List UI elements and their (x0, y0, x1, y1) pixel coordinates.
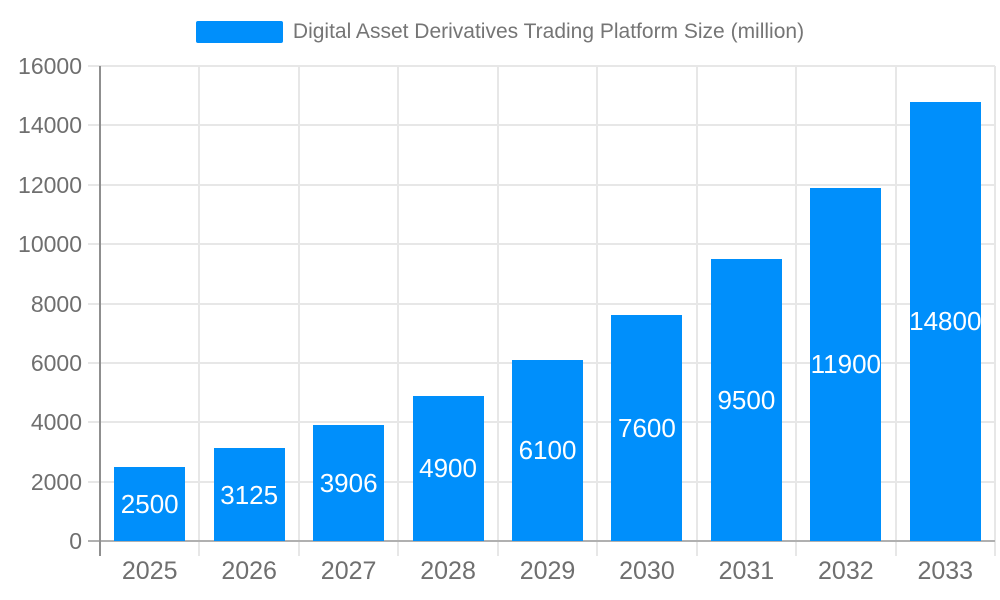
v-gridline (795, 66, 798, 556)
bar-value-label: 6100 (518, 435, 577, 466)
bar[interactable] (114, 466, 186, 541)
y-tick-label: 10000 (18, 231, 82, 258)
y-tick-label: 6000 (30, 349, 82, 376)
bar[interactable] (909, 101, 981, 541)
bar[interactable] (710, 258, 782, 541)
y-tick-label: 0 (69, 528, 82, 554)
x-tick-label: 2027 (320, 557, 377, 585)
legend-swatch (195, 21, 283, 43)
bar-value-label: 3906 (319, 468, 378, 499)
v-gridline (297, 66, 300, 556)
y-axis-line (99, 66, 101, 556)
v-gridline (994, 66, 996, 556)
y-tick-label: 12000 (18, 171, 82, 198)
legend-label: Digital Asset Derivatives Trading Platfo… (292, 20, 805, 43)
h-gridline (88, 183, 995, 186)
bar[interactable] (810, 187, 882, 541)
bar[interactable] (313, 425, 385, 541)
x-tick-label: 2029 (519, 557, 576, 585)
bar-value-label: 3125 (220, 479, 279, 510)
v-gridline (695, 66, 698, 556)
v-gridline (397, 66, 400, 556)
h-gridline (88, 302, 995, 305)
h-gridline (88, 124, 995, 127)
h-gridline (88, 243, 995, 246)
bar[interactable] (213, 448, 285, 541)
x-axis-line (88, 540, 995, 542)
x-tick-label: 2031 (718, 557, 775, 585)
y-tick-label: 8000 (30, 290, 82, 317)
x-tick-label: 2028 (420, 557, 476, 585)
x-tick-label: 2030 (619, 557, 675, 585)
bar[interactable] (611, 315, 683, 541)
v-gridline (198, 66, 201, 556)
y-tick-label: 2000 (30, 468, 82, 495)
h-gridline (88, 65, 995, 67)
bar-value-label: 9500 (717, 384, 776, 415)
bar[interactable] (512, 359, 583, 541)
x-tick-label: 2033 (917, 557, 974, 585)
bar-value-label: 2500 (120, 488, 179, 519)
y-tick-label: 16000 (18, 53, 82, 79)
bar-value-label: 4900 (419, 453, 477, 484)
bar-value-label: 11900 (810, 349, 882, 380)
chart-legend[interactable]: Digital Asset Derivatives Trading Platfo… (0, 17, 1000, 47)
y-tick-label: 14000 (18, 112, 82, 139)
v-gridline (596, 66, 599, 556)
v-gridline (894, 66, 897, 556)
v-gridline (496, 66, 499, 556)
x-tick-label: 2026 (221, 557, 277, 585)
x-tick-label: 2032 (818, 557, 874, 585)
bar-value-label: 14800 (909, 306, 982, 337)
bar[interactable] (412, 395, 484, 541)
bar-value-label: 7600 (618, 413, 676, 444)
y-tick-label: 4000 (30, 409, 82, 436)
x-tick-label: 2025 (121, 557, 178, 585)
